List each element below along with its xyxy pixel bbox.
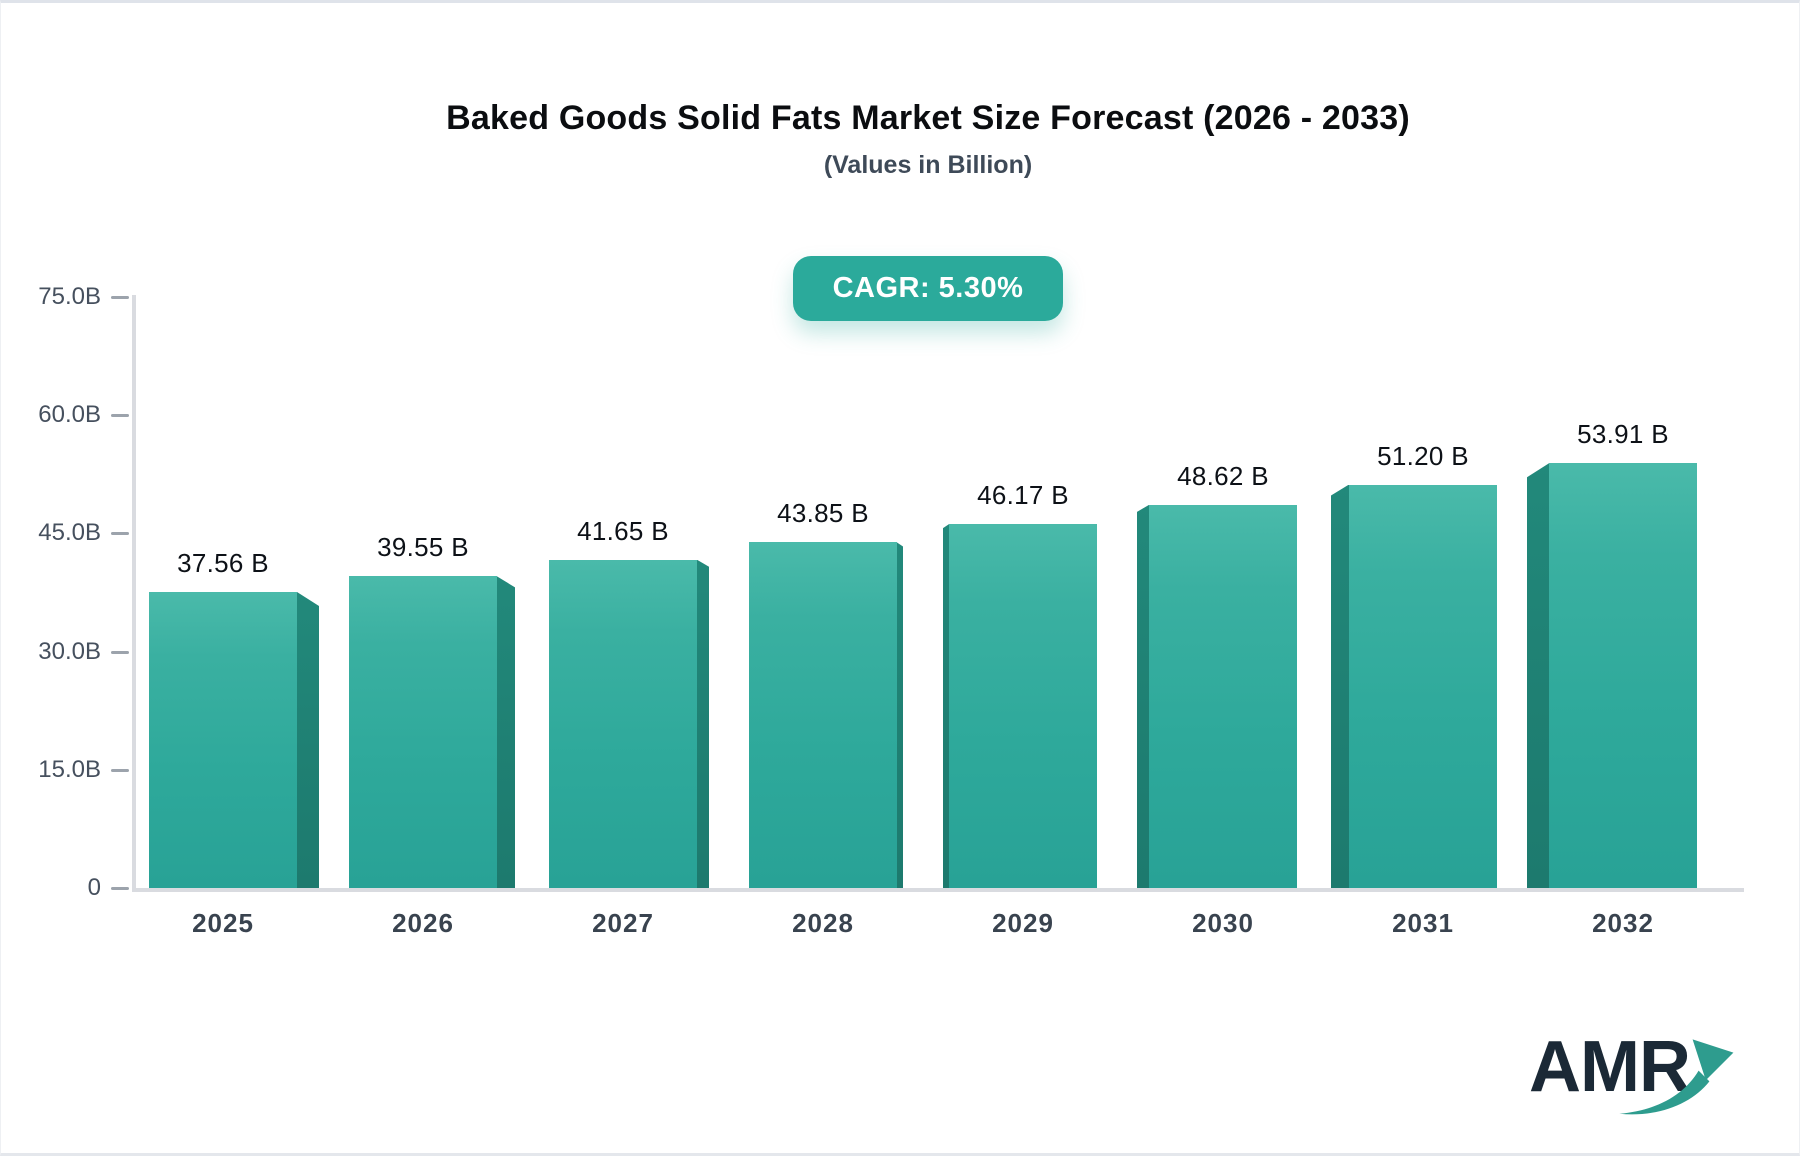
bar-value-label: 37.56 B <box>177 548 269 579</box>
y-tick-mark <box>111 650 129 654</box>
bar-side-2027 <box>697 559 709 888</box>
bar-2027[interactable] <box>549 559 697 888</box>
x-axis-line <box>132 888 1744 892</box>
growth-arrow-icon <box>1619 1039 1734 1115</box>
y-tick-label: 30.0B <box>38 637 101 665</box>
y-tick-mark <box>111 414 129 418</box>
x-tick-label-2032: 2032 <box>1592 908 1654 938</box>
bar-value-label: 46.17 B <box>977 480 1069 511</box>
bar-side-2025 <box>297 592 319 888</box>
bar-value-label: 48.62 B <box>1177 460 1269 491</box>
x-tick-label-2030: 2030 <box>1192 908 1254 938</box>
bar-2026[interactable] <box>349 576 497 888</box>
y-tick-label: 75.0B <box>38 283 101 310</box>
cagr-badge: CAGR: 5.30% <box>792 256 1064 321</box>
bar-2029[interactable] <box>949 524 1097 888</box>
bar-side-2030 <box>1137 504 1149 888</box>
y-axis-line <box>132 295 136 892</box>
bar-side-2029 <box>943 524 949 888</box>
y-tick-label: 15.0B <box>38 755 101 783</box>
bar-side-2026 <box>497 576 515 888</box>
y-tick-label: 45.0B <box>38 519 101 547</box>
bar-value-label: 39.55 B <box>377 532 469 563</box>
bar-2031[interactable] <box>1349 484 1497 888</box>
bar-value-label: 41.65 B <box>577 515 669 546</box>
x-tick-label-2025: 2025 <box>192 908 254 938</box>
x-tick-label-2026: 2026 <box>392 908 454 938</box>
y-tick-mark <box>111 532 129 536</box>
bar-value-label: 43.85 B <box>777 498 869 529</box>
bar-value-label: 53.91 B <box>1577 419 1669 450</box>
y-tick-mark <box>111 296 129 299</box>
x-tick-label-2027: 2027 <box>592 908 654 938</box>
y-tick-label: 0 <box>87 874 101 901</box>
bar-2025[interactable] <box>149 592 297 888</box>
x-tick-label-2029: 2029 <box>992 908 1054 938</box>
bar-2030[interactable] <box>1149 504 1297 888</box>
chart-subtitle: (Values in Billion) <box>823 151 1033 179</box>
bar-2028[interactable] <box>749 542 897 888</box>
amr-logo-text: AMR <box>1529 1027 1691 1107</box>
bar-2032[interactable] <box>1549 463 1697 888</box>
y-tick-label: 60.0B <box>38 401 101 429</box>
x-tick-label-2031: 2031 <box>1392 908 1454 938</box>
bar-chart: 0 15.0B 30.0B 45.0B 60.0B 75.0B 37.56 B 2025 39.… <box>1 3 1799 1153</box>
y-tick-mark <box>111 887 129 890</box>
bar-side-2032 <box>1527 463 1549 888</box>
bar-side-2028 <box>897 542 903 888</box>
page-title: Baked Goods Solid Fats Market Size Forec… <box>446 99 1410 137</box>
bar-side-2031 <box>1331 484 1349 888</box>
x-tick-label-2028: 2028 <box>792 908 854 938</box>
amr-logo: AMR <box>1529 1031 1749 1131</box>
cagr-badge-row: CAGR: 5.30% <box>28 256 1799 321</box>
y-tick-mark <box>111 768 129 772</box>
bar-value-label: 51.20 B <box>1377 440 1469 471</box>
